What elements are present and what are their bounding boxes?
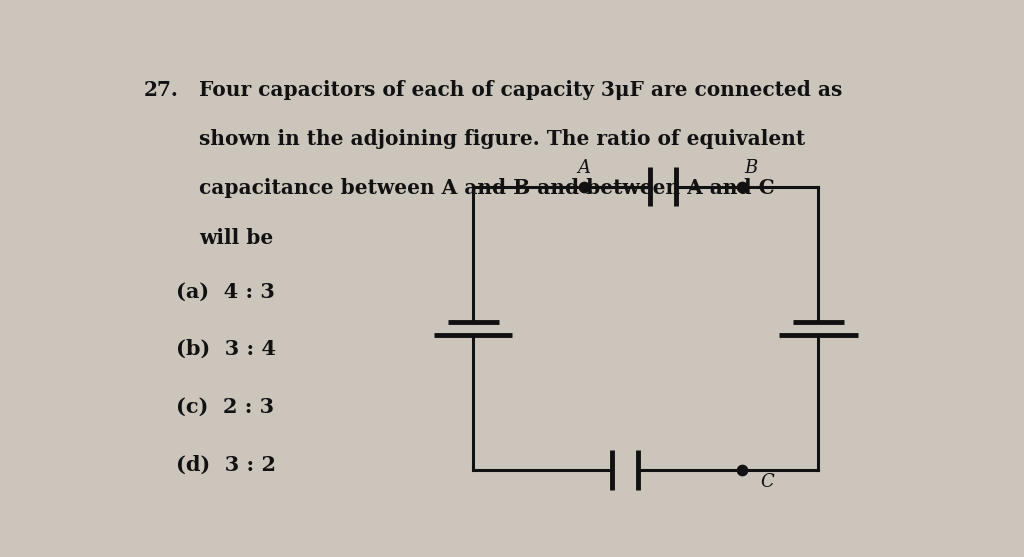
- Text: shown in the adjoining figure. The ratio of equivalent: shown in the adjoining figure. The ratio…: [200, 129, 806, 149]
- Point: [734, 183, 751, 192]
- Text: will be: will be: [200, 228, 273, 248]
- Text: (a)  4 : 3: (a) 4 : 3: [176, 281, 274, 301]
- Text: A: A: [578, 159, 590, 178]
- Text: Four capacitors of each of capacity 3μF are connected as: Four capacitors of each of capacity 3μF …: [200, 80, 843, 100]
- Text: (b)  3 : 4: (b) 3 : 4: [176, 339, 275, 359]
- Text: (d)  3 : 2: (d) 3 : 2: [176, 455, 275, 475]
- Text: C: C: [760, 473, 774, 491]
- Text: (c)  2 : 3: (c) 2 : 3: [176, 397, 273, 417]
- Point: [575, 183, 592, 192]
- Text: capacitance between A and B and between A and C: capacitance between A and B and between …: [200, 178, 775, 198]
- Text: 27.: 27.: [143, 80, 179, 100]
- Point: [734, 466, 751, 475]
- Text: B: B: [744, 159, 758, 178]
